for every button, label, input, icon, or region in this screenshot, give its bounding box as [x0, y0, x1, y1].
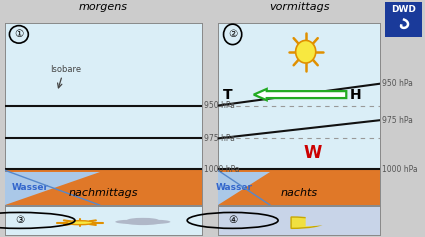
Polygon shape [5, 170, 202, 205]
Text: nachmittags: nachmittags [69, 188, 138, 198]
Text: DWD: DWD [391, 5, 416, 14]
Text: 975 hPa: 975 hPa [382, 116, 414, 125]
Circle shape [124, 220, 162, 225]
Text: ②: ② [228, 29, 237, 39]
Text: 1000 hPa: 1000 hPa [204, 165, 240, 174]
Circle shape [66, 221, 94, 225]
FancyArrow shape [254, 89, 346, 100]
Text: H: H [350, 88, 362, 102]
Wedge shape [291, 217, 323, 228]
Text: Wasser: Wasser [216, 183, 253, 192]
Text: 950 hPa: 950 hPa [382, 79, 414, 88]
Text: Land: Land [311, 183, 336, 192]
Text: Isobare: Isobare [50, 65, 82, 74]
Text: morgens: morgens [79, 2, 128, 13]
Wedge shape [306, 216, 334, 226]
Text: Land: Land [134, 183, 159, 192]
Text: 950 hPa: 950 hPa [204, 101, 235, 110]
Text: W: W [303, 144, 321, 162]
Text: nachts: nachts [280, 188, 318, 198]
Circle shape [143, 220, 170, 224]
Text: vormittags: vormittags [269, 2, 329, 13]
Circle shape [127, 218, 159, 222]
Circle shape [115, 220, 143, 224]
Polygon shape [218, 170, 380, 205]
Text: 1000 hPa: 1000 hPa [382, 165, 418, 174]
Text: ④: ④ [228, 215, 237, 225]
Text: T: T [223, 88, 232, 102]
Text: 975 hPa: 975 hPa [204, 134, 235, 143]
Text: Wasser: Wasser [12, 183, 49, 192]
Circle shape [296, 40, 316, 63]
Text: ①: ① [14, 29, 23, 39]
Text: ③: ③ [15, 215, 25, 225]
Polygon shape [218, 172, 270, 205]
Polygon shape [5, 172, 99, 205]
